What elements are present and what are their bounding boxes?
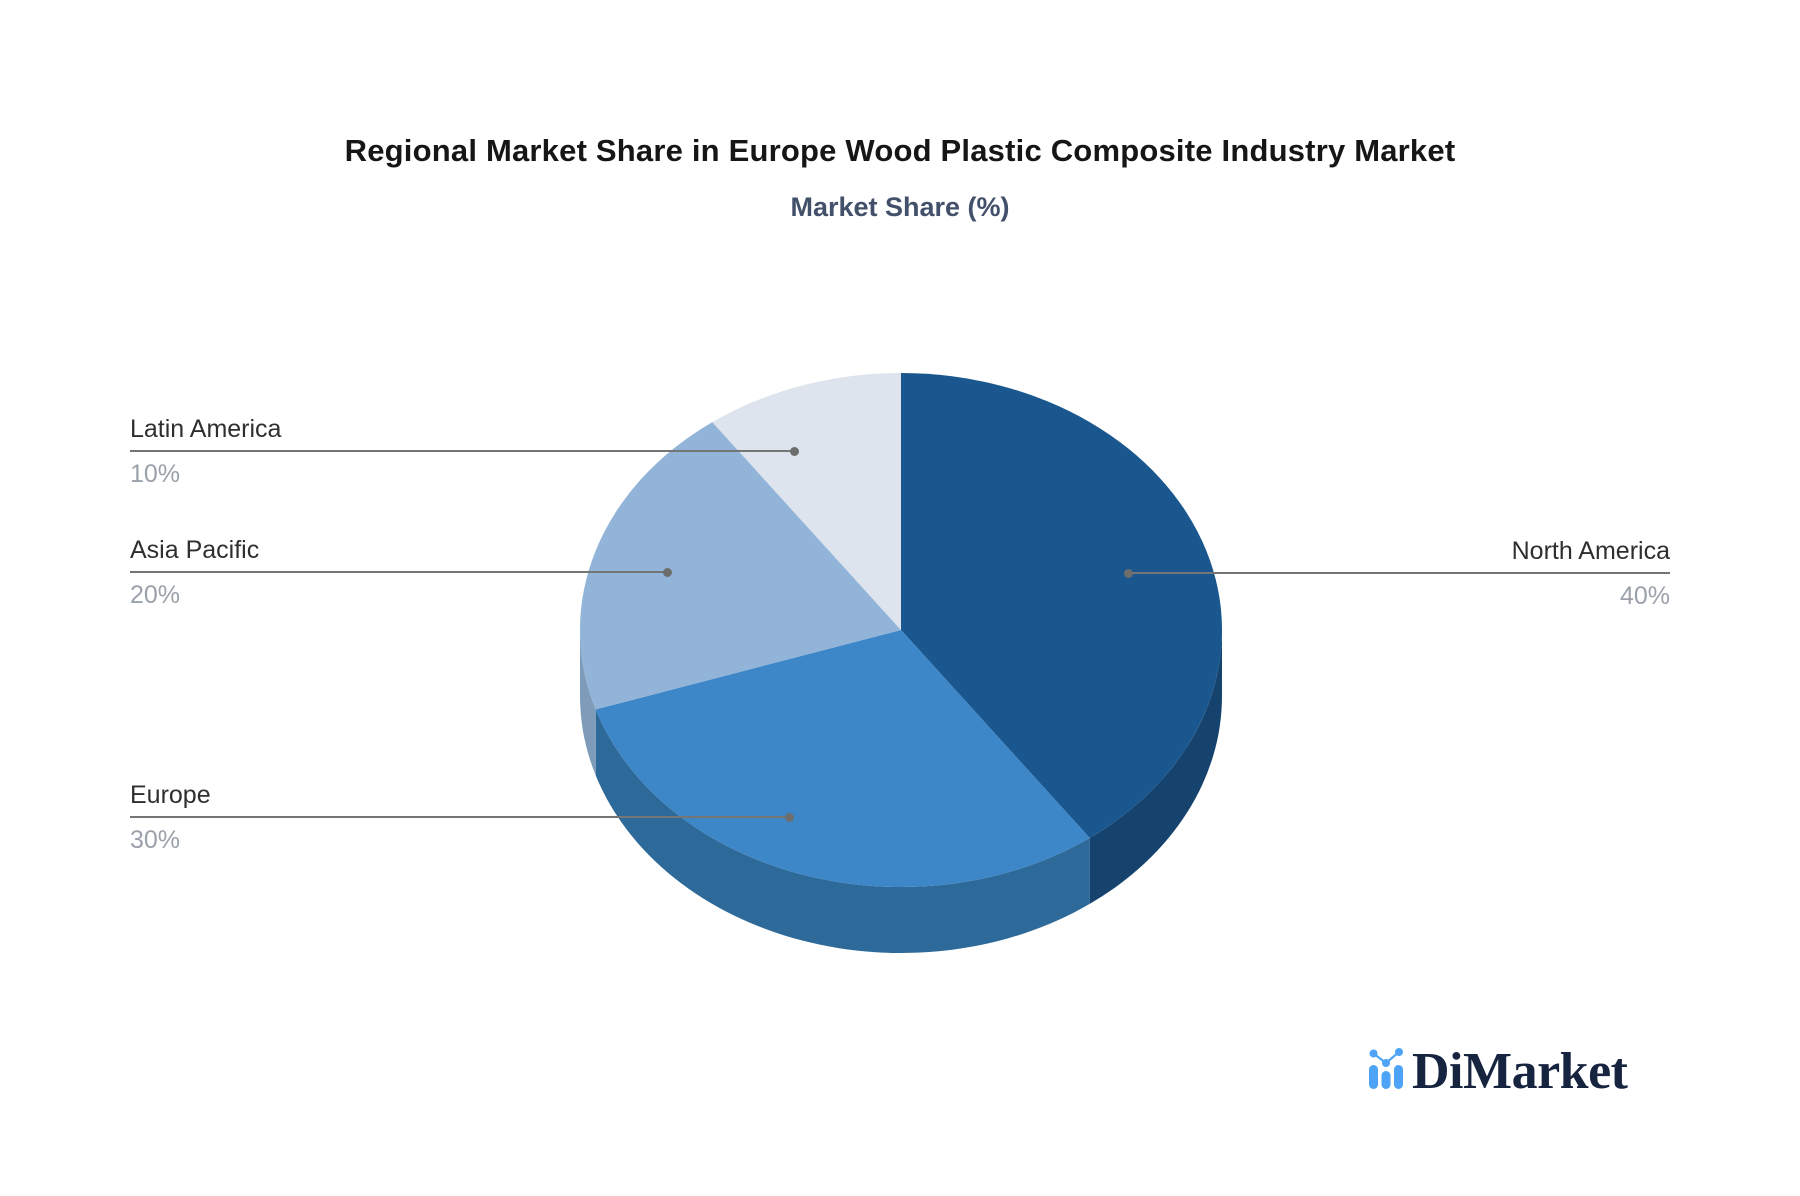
pie-slice-europe[interactable] [595,630,1090,888]
brand-logo-text: DiMarket [1412,1043,1628,1100]
slice-value: 10% [130,460,181,488]
pie-slice-north-america[interactable] [901,373,1223,838]
leader-line [1124,568,1670,578]
chart-subtitle: Market Share (%) [790,192,1010,222]
slice-label: Europe [130,781,211,809]
slice-label: North America [1511,537,1670,565]
pie-slice-side-europe[interactable] [595,709,1090,954]
leader-dot [1124,568,1133,578]
leader-dot [785,812,794,822]
pie-callout-latin-america: Latin America 10% [130,414,799,489]
pie-slice-side-asia-pacific[interactable] [580,630,596,776]
slice-label: Latin America [130,415,282,443]
leader-line [130,446,799,456]
slice-value: 30% [130,826,181,854]
pie-slice-latin-america[interactable] [712,373,901,630]
leader-dot [790,446,799,456]
leader-line [130,567,672,577]
pie-slice-asia-pacific[interactable] [579,422,901,710]
pie-callout-asia-pacific: Asia Pacific 20% [130,535,672,610]
slice-label: Asia Pacific [130,536,260,564]
pie-callout-north-america: North America 40% [1124,536,1670,611]
brand-logo: DiMarket [1360,1040,1680,1110]
slice-value: 40% [1619,582,1670,610]
bar-line-chart-icon [1369,1048,1403,1089]
pie-callout-europe: Europe 30% [130,780,794,855]
leader-dot [663,567,672,577]
page-title: Regional Market Share in Europe Wood Pla… [344,133,1456,168]
slice-value: 20% [130,581,181,609]
pie-slice-side-north-america[interactable] [1089,630,1222,904]
leader-line [130,812,794,822]
